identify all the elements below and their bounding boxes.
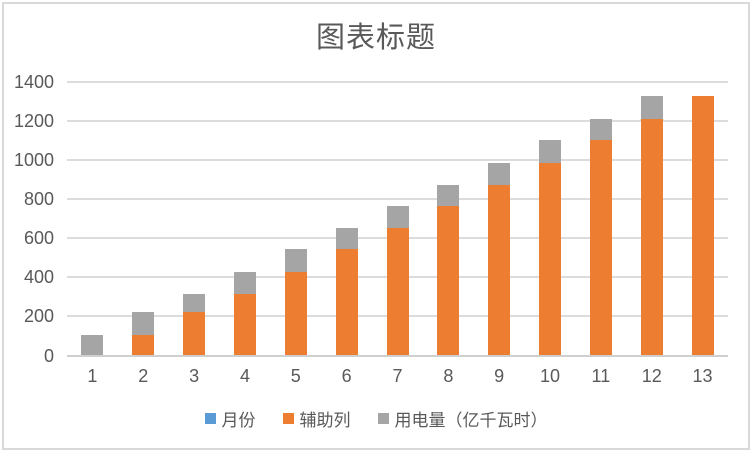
x-axis-label: 10 [540, 366, 561, 386]
bar-segment-usage-7 [386, 205, 409, 229]
chart-legend: 月份 辅助列 用电量（亿千瓦时） [0, 404, 752, 432]
bar-segment-usage-10 [539, 139, 562, 164]
bar-segment-usage-12 [640, 95, 663, 119]
legend-label: 辅助列 [299, 410, 351, 430]
bar-segment-usage-8 [437, 185, 460, 206]
bar-segment-auxiliary-2 [132, 334, 155, 356]
y-axis-tick-label: 200 [23, 306, 54, 327]
legend-label: 用电量（亿千瓦时） [394, 410, 548, 430]
x-axis-label: 4 [239, 366, 250, 386]
x-axis-label: 1 [87, 366, 98, 386]
gridline [67, 120, 728, 123]
y-axis-tick-label: 1400 [13, 72, 54, 92]
x-axis-label: 5 [290, 366, 301, 386]
bar-segment-usage-4 [233, 272, 256, 295]
x-axis-label: 2 [138, 366, 149, 386]
x-axis-label: 6 [341, 366, 352, 386]
bar-segment-usage-6 [335, 228, 358, 250]
legend-item-0: 月份 [204, 406, 256, 431]
bar-segment-usage-2 [132, 312, 155, 335]
legend-item-1: 辅助列 [282, 406, 351, 431]
y-axis-tick-label: 1200 [13, 111, 54, 132]
x-axis-label: 13 [692, 366, 713, 386]
bar-segment-usage-9 [488, 163, 511, 186]
y-axis-tick-label: 400 [23, 267, 54, 288]
legend-label: 月份 [221, 410, 256, 430]
gridline [67, 159, 728, 162]
x-axis-label: 11 [591, 366, 611, 386]
bar-segment-usage-1 [81, 334, 104, 356]
x-axis-label: 9 [494, 366, 505, 386]
bar-segment-auxiliary-4 [233, 294, 256, 356]
x-axis-label: 8 [443, 366, 454, 386]
bar-segment-auxiliary-10 [539, 163, 562, 356]
y-axis-tick-label: 0 [43, 345, 54, 366]
y-axis-tick-label: 1000 [13, 150, 54, 171]
bar-segment-usage-5 [284, 249, 307, 273]
bar-segment-auxiliary-11 [589, 139, 612, 356]
bar-segment-auxiliary-12 [640, 118, 663, 356]
x-axis-label: 3 [189, 366, 200, 386]
gridline [67, 81, 728, 83]
bar-segment-auxiliary-6 [335, 249, 358, 356]
legend-swatch-icon [282, 412, 294, 424]
bar-segment-usage-3 [183, 294, 206, 313]
bar-segment-auxiliary-9 [488, 185, 511, 356]
bar-segment-auxiliary-7 [386, 228, 409, 356]
y-axis-tick-label: 800 [23, 189, 54, 210]
gridline [67, 198, 728, 201]
x-axis-label: 12 [641, 366, 662, 386]
y-axis-tick-label: 600 [23, 228, 54, 249]
legend-swatch-icon [377, 412, 389, 424]
legend-swatch-icon [204, 412, 216, 424]
bar-segment-auxiliary-5 [284, 272, 307, 356]
bar-segment-auxiliary-3 [183, 312, 206, 356]
bar-segment-usage-11 [589, 118, 612, 140]
chart-title: 图表标题 [315, 22, 436, 54]
legend-item-2: 用电量（亿千瓦时） [377, 406, 548, 431]
x-axis-label: 7 [392, 366, 403, 386]
bar-segment-auxiliary-13 [691, 95, 714, 356]
bar-segment-auxiliary-8 [437, 205, 460, 356]
x-axis-line [67, 354, 728, 357]
